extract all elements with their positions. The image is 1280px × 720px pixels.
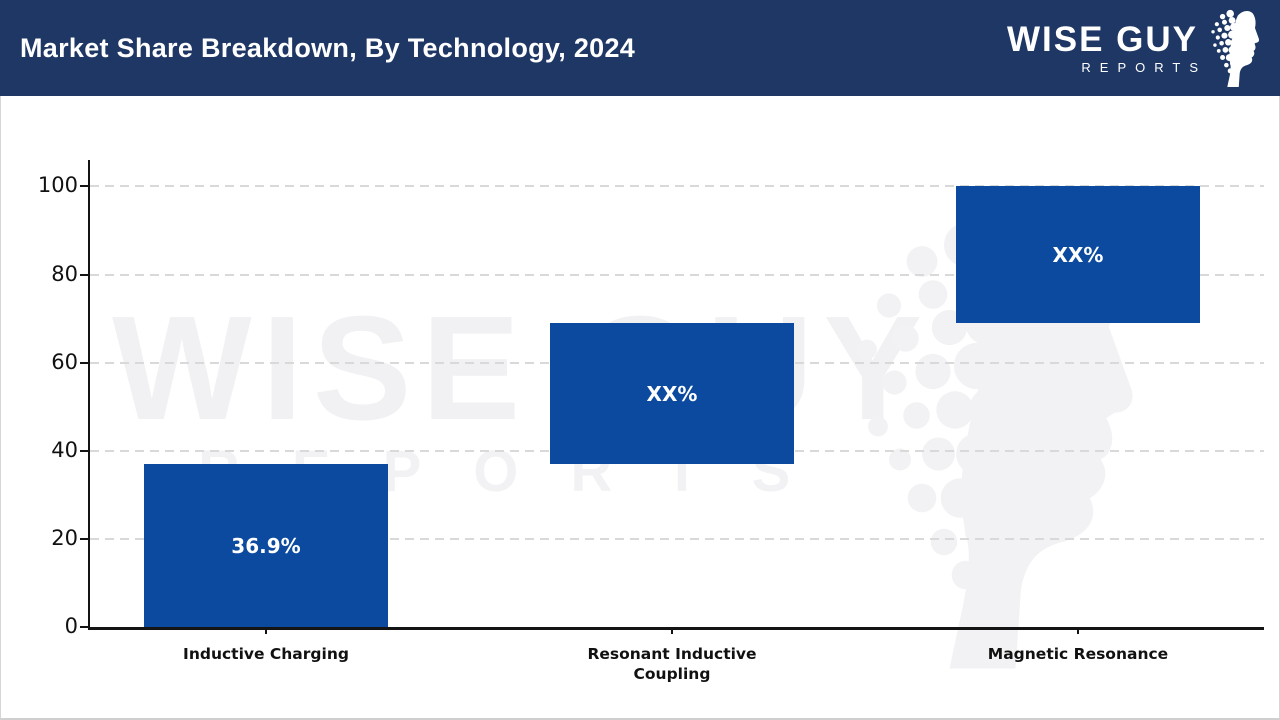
x-tick-mark [1077, 627, 1079, 634]
y-tick-mark [80, 537, 88, 540]
dotted-head-icon [1211, 9, 1260, 88]
gridline [90, 273, 1264, 276]
x-tick-mark [265, 627, 267, 634]
bar-segment: 36.9% [144, 464, 388, 627]
y-tick-label: 40 [51, 437, 78, 462]
logo-text: WISE GUY REPORTS [1006, 19, 1198, 75]
y-tick-label: 80 [51, 261, 78, 286]
y-tick-label: 60 [51, 349, 78, 374]
y-tick-label: 100 [37, 173, 78, 198]
watermark-head-icon [857, 223, 1133, 669]
wise-guy-logo: WISE GUY REPORTS [1007, 6, 1266, 90]
logo-subtitle: REPORTS [1081, 59, 1207, 75]
plot-area: 0 20 40 60 80 100 36.9% XX% XX% Inductive Chargin… [38, 160, 1264, 683]
y-tick-mark [80, 273, 88, 276]
bar-value-label: 36.9% [231, 533, 301, 558]
x-category-label: Inductive Charging [183, 645, 349, 663]
y-tick-mark [80, 449, 88, 452]
logo-wordmark: WISE GUY [1006, 19, 1198, 59]
page-title: Market Share Breakdown, By Technology, 2… [20, 32, 636, 63]
bar-value-label: XX% [1052, 242, 1104, 267]
gridline [90, 537, 1264, 540]
bar-segment: XX% [550, 323, 794, 465]
x-tick-mark [671, 627, 673, 634]
y-tick-mark [80, 626, 88, 628]
y-tick-mark [80, 185, 88, 188]
y-tick-label: 20 [51, 525, 78, 550]
gridline [90, 185, 1264, 188]
bar-value-label: XX% [646, 381, 698, 406]
header-bar: Market Share Breakdown, By Technology, 2… [0, 0, 1280, 96]
bar-segment: XX% [956, 186, 1200, 324]
x-category-label: Resonant Inductive Coupling [587, 645, 757, 683]
y-tick-mark [80, 361, 88, 364]
x-category-label: Magnetic Resonance [987, 645, 1169, 663]
y-tick-label: 0 [64, 614, 78, 638]
